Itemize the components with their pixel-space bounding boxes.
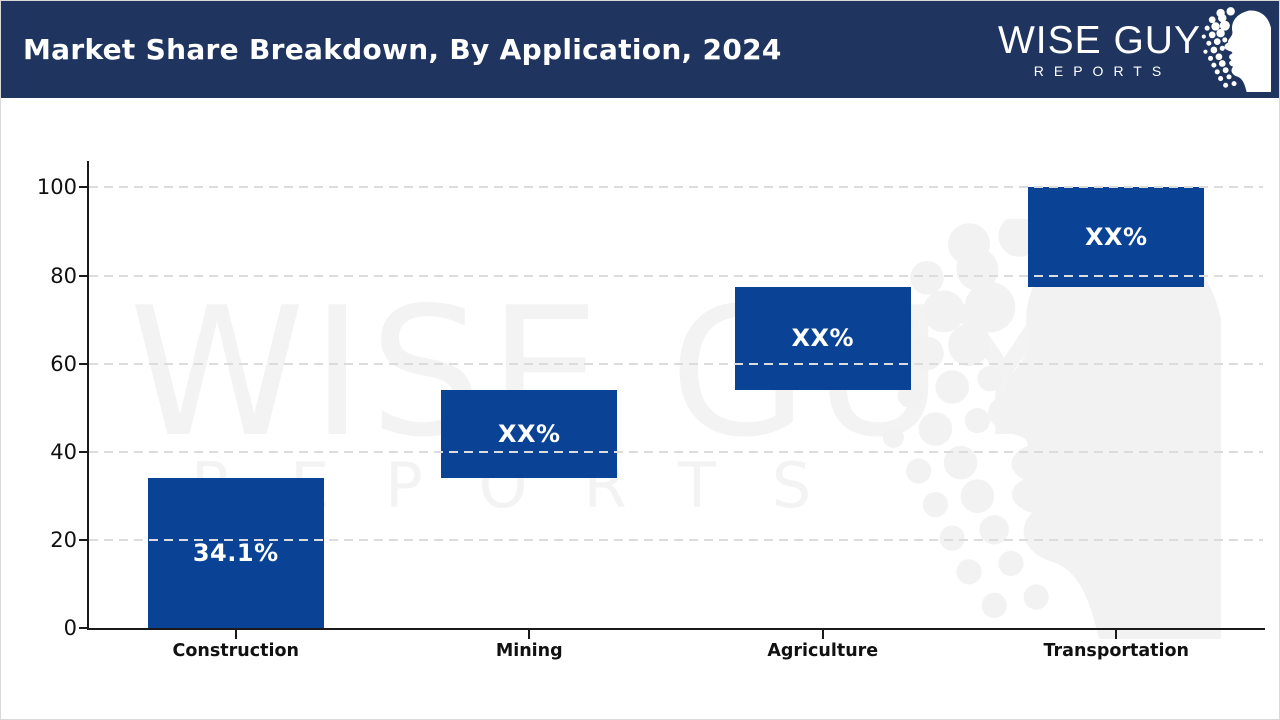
bar-value-label: XX% [497,419,561,448]
brand-logo: WISE GUY REPORTS [998,5,1271,95]
gridline-60 [89,362,1263,365]
y-tick-label: 100 [36,175,77,200]
brand-subtitle: REPORTS [1033,62,1172,79]
y-tick-label: 20 [50,527,77,552]
bar-construction: 34.1% [147,477,324,628]
page-title: Market Share Breakdown, By Application, … [23,33,782,66]
x-tick-mark [234,630,237,639]
y-tick-mark [79,450,88,453]
brand-face-icon [1187,5,1271,95]
gridline-100 [89,186,1263,189]
brand-name: WISE GUY [997,18,1201,62]
x-tick-label-construction: Construction [172,641,299,661]
y-tick-label: 0 [63,616,77,640]
bar-mining: XX% [441,390,618,478]
y-tick-mark [79,538,88,541]
gridline-80 [89,274,1263,277]
x-tick-label-mining: Mining [495,641,563,661]
y-tick-label: 40 [50,439,77,464]
x-tick-label-agriculture: Agriculture [767,641,879,661]
gridline-40 [89,450,1263,453]
y-axis-line [87,161,89,630]
y-tick-mark [79,362,88,365]
x-tick-mark [821,630,824,639]
bar-value-label: XX% [791,324,855,353]
x-tick-label-transportation: Transportation [1043,641,1190,661]
y-tick-label: 80 [50,263,77,288]
y-tick-mark [79,186,88,189]
x-tick-mark [528,630,531,639]
x-tick-mark [1115,630,1118,639]
brand-logo-text: WISE GUY REPORTS [998,21,1201,79]
bar-value-label: 34.1% [192,538,279,567]
bar-transportation: XX% [1028,187,1205,287]
y-tick-label: 60 [50,351,77,376]
bar-value-label: XX% [1084,222,1148,251]
bar-agriculture: XX% [734,286,911,391]
y-tick-mark [79,274,88,277]
gridline-20 [89,538,1263,541]
header-bar: Market Share Breakdown, By Application, … [1,1,1279,98]
y-tick-mark [79,627,88,629]
x-axis-line [87,628,1265,630]
